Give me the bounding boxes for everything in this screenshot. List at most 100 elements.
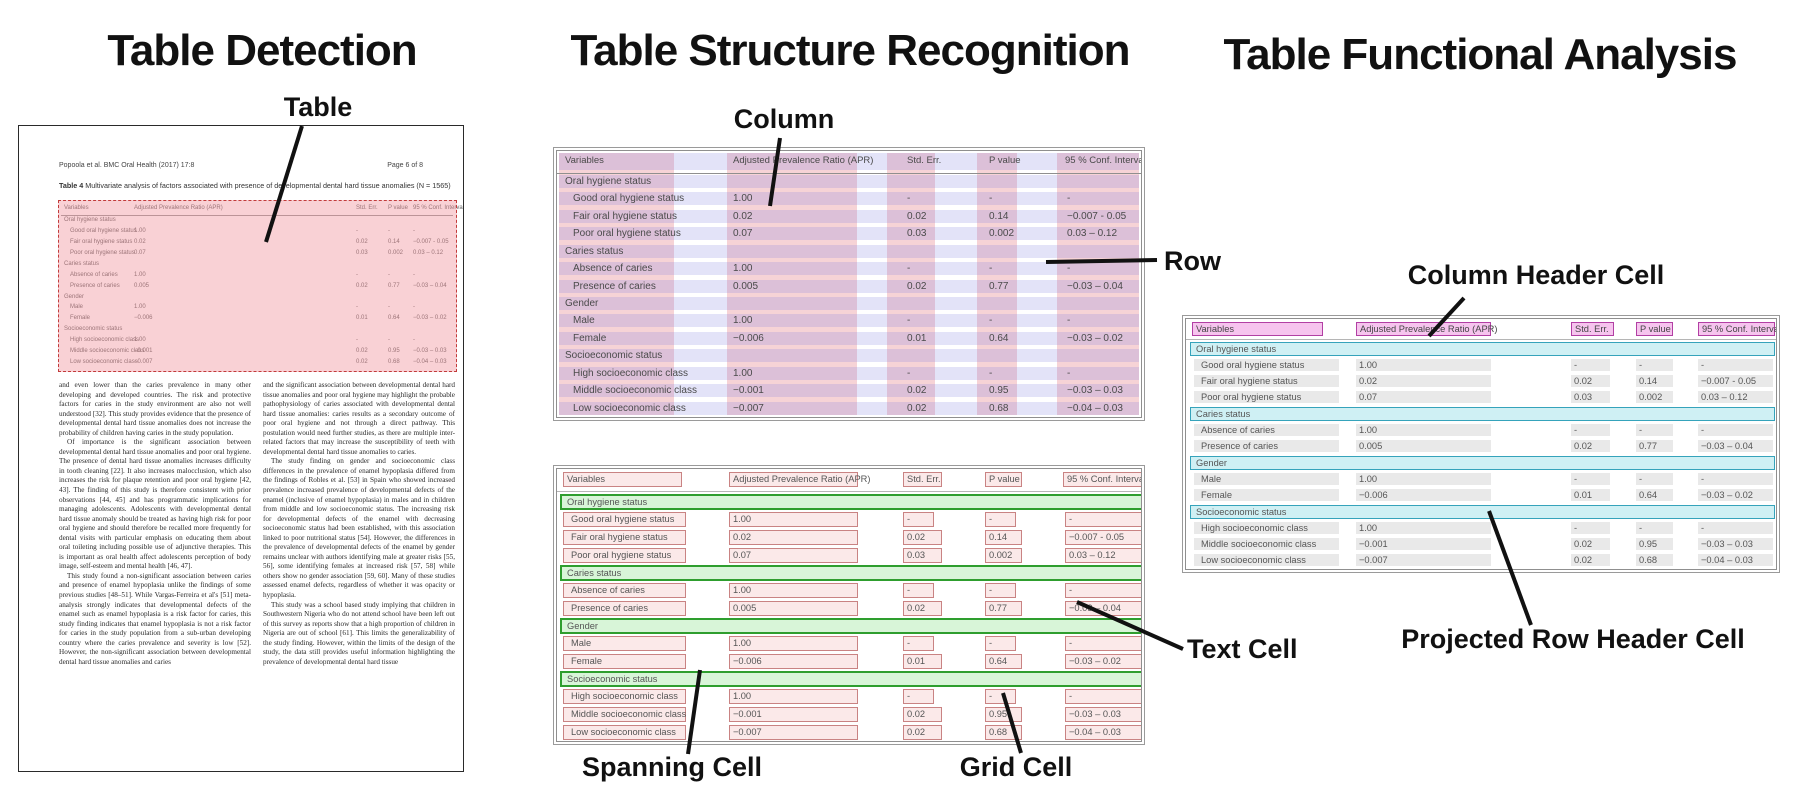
cell-value-text: 1.00 (733, 263, 753, 275)
text-cell: Presence of caries (563, 600, 686, 616)
table-caption-text: Multivariate analysis of factors associa… (83, 181, 451, 190)
cell-value-text: −0.03 – 0.03 (1067, 385, 1123, 397)
value-cell: −0.03 – 0.04 (1698, 440, 1773, 453)
text-cell: 0.14 (985, 529, 1022, 545)
text-cell: - (1065, 636, 1141, 652)
spanning-cell: Oral hygiene status (560, 494, 1141, 510)
text-cell: High socioeconomic class (563, 689, 686, 705)
row-label-text: Poor oral hygiene status (573, 228, 681, 240)
text-cell: 0.95 (985, 707, 1022, 723)
column-band (559, 153, 674, 415)
column-header-cell: P value (985, 472, 1022, 487)
doc-header-rule (61, 215, 453, 216)
projected-row-header-cell: Socioeconomic status (1190, 504, 1775, 519)
row-label-cell: High socioeconomic class (1194, 521, 1339, 534)
row-label-text: Middle socioeconomic class (573, 385, 697, 397)
value-cell: 0.95 (1636, 537, 1673, 550)
text-cell: Fair oral hygiene status (563, 529, 686, 545)
text-cell: 0.02 (903, 600, 942, 616)
row-label-text: Good oral hygiene status (573, 193, 685, 205)
panel-title-structure-recognition: Table Structure Recognition (570, 26, 1131, 75)
value-cell: 0.02 (1571, 554, 1610, 567)
grid-cell: - (985, 583, 1016, 599)
grid-cell: - (985, 512, 1016, 528)
row-label-cell: Middle socioeconomic class (1194, 537, 1339, 550)
doc-table-value: −0.03 – 0.03 (413, 348, 447, 355)
structure-recognition-table: Variables Adjusted Prevalence Ratio (APR)… (553, 147, 1145, 421)
value-cell: - (1571, 472, 1610, 485)
text-cell: Male (563, 636, 686, 652)
doc-table-value: 0.07 (134, 249, 146, 256)
cell-value-text: 0.03 – 0.12 (1067, 228, 1118, 240)
row-label-text: Low socioeconomic class (573, 402, 686, 414)
doc-table-label: Male (70, 304, 84, 311)
cell-value-text: - (907, 193, 911, 205)
text-cell: 0.01 (903, 653, 942, 669)
section-row-text: Oral hygiene status (565, 176, 652, 187)
callout-grid-cell: Grid Cell (959, 752, 1073, 782)
doc-table-value: 0.14 (388, 238, 400, 245)
text-cell: −0.006 (729, 653, 858, 669)
column-header-text: Adjusted Prevalence Ratio (APR) (733, 155, 874, 166)
doc-table-value: −0.03 – 0.04 (413, 282, 447, 289)
doc-table-section: Socioeconomic status (64, 326, 123, 333)
text-cell: 1.00 (729, 689, 858, 705)
value-cell: - (1698, 472, 1773, 485)
doc-table-value: 0.77 (388, 282, 400, 289)
row-label-cell: Fair oral hygiene status (1194, 375, 1339, 388)
value-cell: 0.02 (1571, 440, 1610, 453)
value-cell: - (1698, 423, 1773, 436)
callout-column-header-cell: Column Header Cell (1407, 260, 1665, 290)
paragraph: Of importance is the significant associa… (59, 438, 251, 571)
text-cell: 0.005 (729, 600, 858, 616)
cell-value-text: - (989, 263, 993, 275)
paragraph: The study finding on gender and socioeco… (263, 457, 455, 600)
doc-table-label: Absence of caries (70, 271, 118, 278)
cell-value-text: 0.005 (733, 280, 759, 292)
document-page-header: Popoola et al. BMC Oral Health (2017) 17… (59, 162, 423, 169)
cells-table: Variables Adjusted Prevalence Ratio (APR)… (553, 465, 1145, 745)
doc-table-value: −0.03 – 0.02 (413, 315, 447, 322)
text-cell: 0.02 (903, 707, 942, 723)
cell-value-text: −0.04 – 0.03 (1067, 402, 1123, 414)
text-cell: Good oral hygiene status (563, 512, 686, 528)
doc-table-label: Female (70, 315, 91, 322)
row-band (559, 153, 1139, 170)
section-row-text: Gender (565, 298, 599, 309)
doc-table-header: Std. Err. (356, 205, 378, 211)
row-band (559, 227, 1139, 241)
row-band (559, 384, 1139, 398)
value-cell: 0.02 (1356, 375, 1491, 388)
cell-value-text: 0.002 (989, 228, 1015, 240)
row-label-text: High socioeconomic class (573, 367, 689, 379)
column-band (887, 153, 935, 415)
column-band (1057, 153, 1139, 415)
cell-value-text: 0.07 (733, 228, 753, 240)
row-label-cell: Poor oral hygiene status (1194, 391, 1339, 404)
grid-cell: - (903, 636, 934, 652)
row-band (559, 262, 1139, 276)
paragraph: and even lower than the caries prevalenc… (59, 381, 251, 437)
doc-table-value: 0.68 (388, 359, 400, 366)
cell-value-text: 0.77 (989, 280, 1009, 292)
text-cell: 0.07 (729, 547, 858, 563)
value-cell: 0.01 (1571, 489, 1610, 502)
row-band (559, 192, 1139, 206)
column-header-cell: 95 % Conf. Interval (1698, 322, 1776, 336)
doc-table-section: Gender (64, 293, 85, 300)
grid-cell: - (903, 583, 934, 599)
column-header-text: Variables (565, 155, 604, 166)
column-header-text: Std. Err. (907, 155, 942, 166)
column-header-cell: 95 % Conf. Interval (1063, 472, 1141, 487)
cell-value-text: 1.00 (733, 315, 753, 327)
row-label-cell: Presence of caries (1194, 440, 1339, 453)
column-band (977, 153, 1017, 415)
doc-table-label: Good oral hygiene status (70, 227, 137, 234)
value-cell: 0.07 (1356, 391, 1491, 404)
value-cell: 0.005 (1356, 440, 1491, 453)
column-header-cell: P value (1636, 322, 1673, 336)
text-cell: −0.03 – 0.03 (1065, 707, 1141, 723)
document-table: Variables Adjusted Prevalence Ratio (APR)… (61, 202, 463, 368)
value-cell: - (1698, 521, 1773, 534)
doc-table-header: 95 % Conf. Interval (413, 205, 464, 211)
